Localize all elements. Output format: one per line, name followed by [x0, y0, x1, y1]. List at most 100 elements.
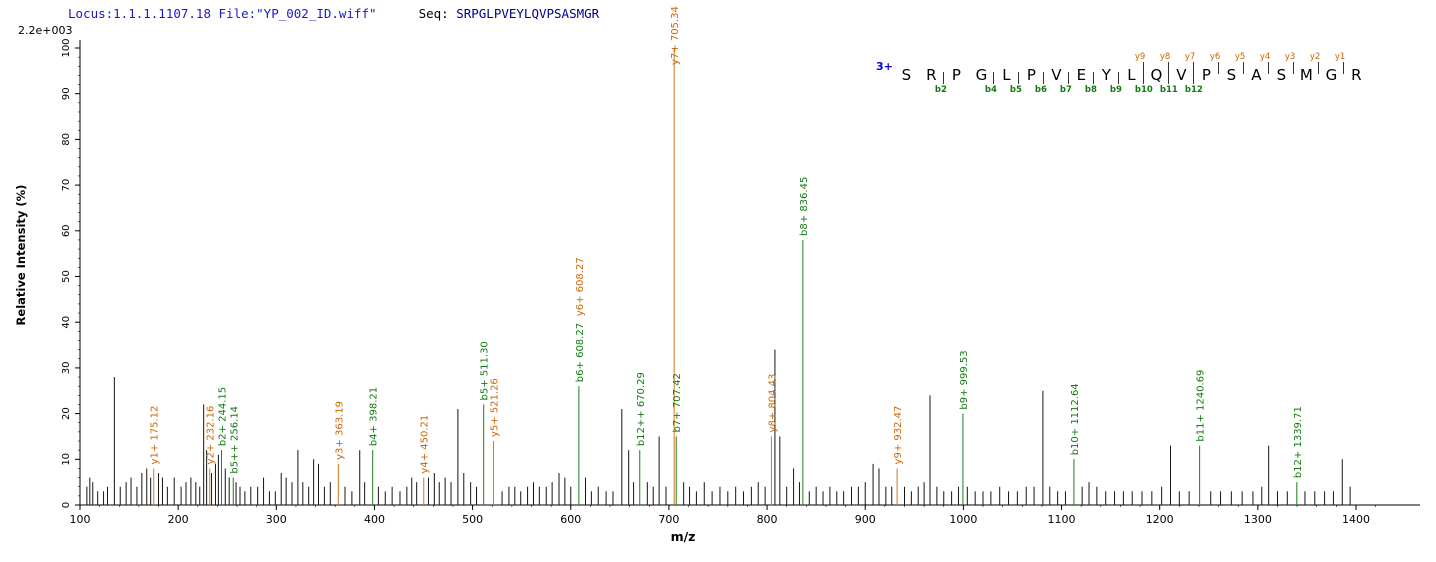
x-tick-label: 800 — [757, 513, 778, 526]
fragment-boundary: b4 — [985, 64, 998, 95]
peak-label: b9+ 999.53 — [959, 350, 970, 409]
b-fragment-tick — [1042, 72, 1044, 84]
b-ion-label: b7 — [1059, 85, 1072, 95]
x-tick-label: 200 — [168, 513, 189, 526]
residue-letter: R — [1351, 66, 1362, 84]
y-axis-title: Relative Intensity (%) — [14, 185, 28, 326]
y-tick-label: 90 — [61, 87, 72, 100]
b-ion-label: b10 — [1134, 85, 1153, 95]
y-ion-label: y8 — [1159, 52, 1171, 62]
locus-file-text: Locus:1.1.1.1107.18 File:"YP_002_ID.wiff… — [68, 6, 377, 21]
peak-label: b12+ 1339.71 — [1293, 406, 1304, 478]
residue-letter: Y — [1101, 66, 1111, 84]
fragment-boundary: y5 — [1235, 52, 1248, 82]
fragment-boundary: b5 — [1010, 64, 1023, 95]
y-tick-label: 10 — [61, 453, 72, 466]
b-fragment-tick — [1067, 72, 1069, 84]
fragment-boundary: y6 — [1210, 52, 1223, 82]
b-fragment-tick — [942, 72, 944, 84]
residue-letter: V — [1051, 66, 1062, 84]
y-tick-label: 60 — [61, 224, 72, 237]
fragment-boundary: y8 b11 — [1160, 52, 1178, 95]
x-tick-label: 1400 — [1342, 513, 1370, 526]
x-tick-label: 1300 — [1244, 513, 1272, 526]
y-fragment-tick — [1342, 62, 1344, 74]
peak-label: b5+ 511.30 — [480, 341, 491, 400]
residue-letter: Q — [1150, 66, 1163, 84]
peak-label: b8+ 836.45 — [799, 177, 810, 236]
peak-label: y5+ 521.26 — [489, 378, 500, 437]
fragment-boundary: y9 b10 — [1135, 52, 1153, 95]
fragment-boundary — [915, 64, 923, 82]
peak-label: y4+ 450.21 — [420, 415, 431, 474]
b-ion-label: b9 — [1109, 85, 1122, 95]
peak-label: y8+ 804.43 — [767, 374, 778, 433]
charge-state: 3+ — [876, 60, 893, 73]
b-ion-label: b5 — [1009, 85, 1022, 95]
fragment-boundary: b7 — [1060, 64, 1073, 95]
residue-letter: E — [1076, 66, 1087, 84]
seq-value: SRPGLPVEYLQVPSASMGR — [456, 6, 600, 21]
residue-letter: P — [1201, 66, 1211, 84]
peak-label: b2+ 244.15 — [217, 387, 228, 446]
seq-label: Seq: — [418, 6, 449, 21]
y-fragment-tick — [1142, 62, 1144, 74]
y-tick-label: 20 — [61, 407, 72, 420]
peak-label: y2+ 232.16 — [206, 406, 217, 465]
y-ion-label: y7 — [1184, 52, 1196, 62]
fragment-boundary: y1 — [1335, 52, 1348, 82]
y-tick-label: 100 — [61, 38, 72, 57]
b-fragment-tick — [1142, 72, 1144, 84]
y-ion-label: y4 — [1259, 52, 1271, 62]
b-ion-label: b4 — [984, 85, 997, 95]
x-tick-label: 900 — [855, 513, 876, 526]
y-tick-label: 40 — [61, 316, 72, 329]
b-fragment-tick — [1117, 72, 1119, 84]
peak-label: b4+ 398.21 — [369, 387, 380, 446]
header: Locus:1.1.1.1107.18 File:"YP_002_ID.wiff… — [68, 6, 599, 21]
b-ion-label: b6 — [1034, 85, 1047, 95]
b-fragment-tick — [1192, 72, 1194, 84]
residue-letter: S — [901, 66, 912, 84]
peak-label: b6+ 608.27 — [575, 323, 586, 382]
b-ion-label: b2 — [934, 85, 947, 95]
sequence-info: Seq: SRPGLPVEYLQVPSASMGR — [419, 6, 600, 21]
fragment-boundary: b9 — [1110, 64, 1123, 95]
peaks — [86, 48, 1351, 505]
residue-letter: A — [1251, 66, 1262, 84]
peak-label: b12++ 670.29 — [636, 372, 647, 446]
y-ion-label: y9 — [1134, 52, 1146, 62]
residue-letter: S — [1226, 66, 1237, 84]
fragment-boundary: b8 — [1085, 64, 1098, 95]
y-fragment-tick — [1242, 62, 1244, 74]
x-tick-label: 600 — [560, 513, 581, 526]
b-fragment-tick — [1017, 72, 1019, 84]
residue-letter: R — [926, 66, 937, 84]
residue-letter: L — [1127, 66, 1136, 84]
peak-label: y7+ 705.34 — [670, 6, 681, 65]
peak-label: y3+ 363.19 — [334, 401, 345, 460]
fragment-boundary: y2 — [1310, 52, 1323, 82]
peak-label: y9+ 932.47 — [893, 406, 904, 465]
y-ion-label: y3 — [1284, 52, 1296, 62]
x-tick-label: 400 — [364, 513, 385, 526]
residue-letter: P — [951, 66, 961, 84]
fragment-boundary: y4 — [1260, 52, 1273, 82]
residue-letter: S — [1276, 66, 1287, 84]
peak-label: b11+ 1240.69 — [1196, 370, 1207, 442]
peak-labels: y1+ 175.12 y2+ 232.16 b2+ 244.15 b5++ 256.1… — [150, 6, 1304, 478]
residue-letter: V — [1176, 66, 1187, 84]
fragment-boundary: y7 b12 — [1185, 52, 1203, 95]
x-axis-title: m/z — [671, 529, 696, 544]
residue-letter: G — [975, 66, 988, 84]
peak-label: b7+ 707.42 — [672, 373, 683, 432]
x-tick-label: 1000 — [949, 513, 977, 526]
residue-letter: G — [1325, 66, 1338, 84]
y-fragment-tick — [1267, 62, 1269, 74]
b-fragment-tick — [1167, 72, 1169, 84]
x-tick-label: 300 — [266, 513, 287, 526]
y-tick-label: 0 — [61, 502, 72, 508]
fragment-boundary: y3 — [1285, 52, 1298, 82]
